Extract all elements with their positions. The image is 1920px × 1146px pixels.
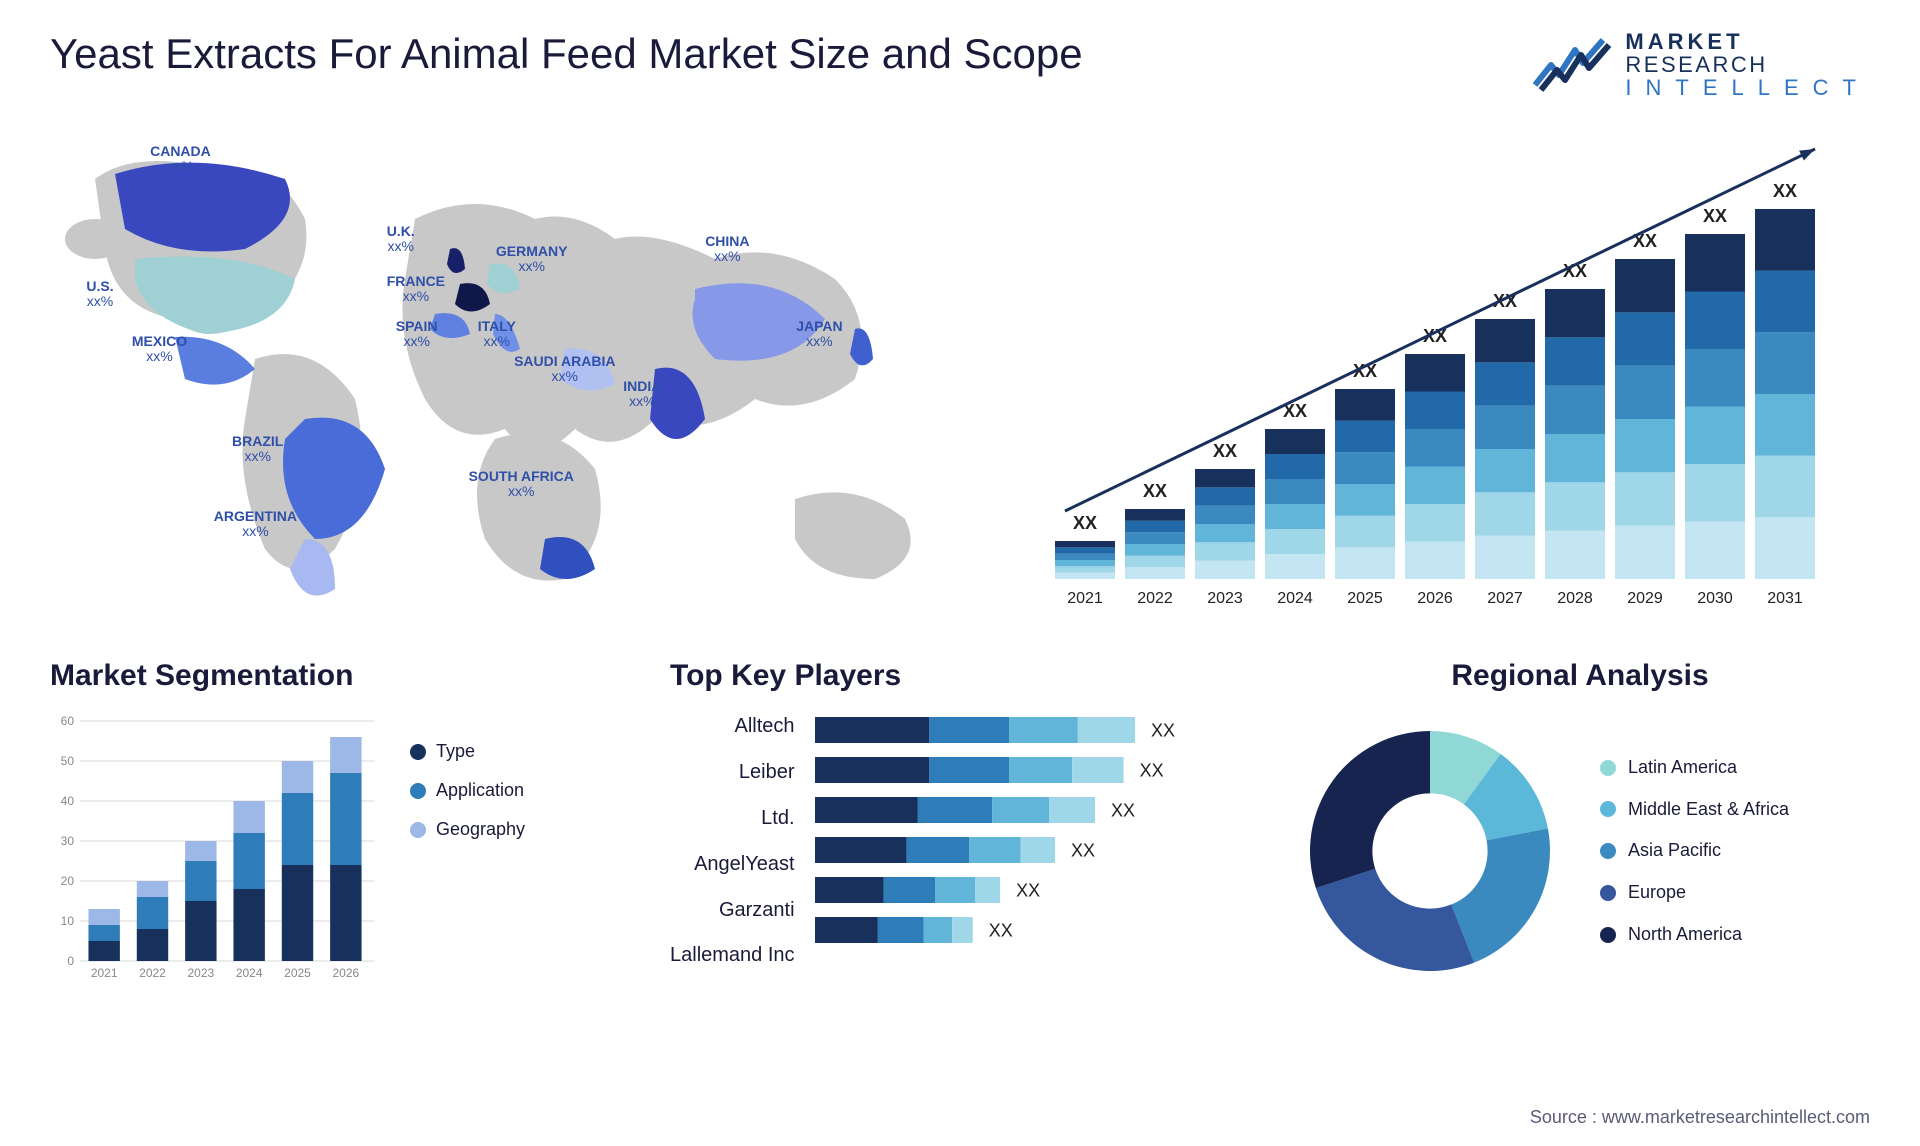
map-label-saudiarabia: SAUDI ARABIAxx%: [514, 354, 615, 383]
svg-text:2027: 2027: [1487, 590, 1523, 607]
segmentation-section: Market Segmentation 0 10 20 30 40 50 60 2021 202…: [50, 659, 630, 991]
svg-text:XX: XX: [1071, 841, 1095, 861]
svg-text:20: 20: [61, 874, 75, 888]
logo-mark-icon: [1533, 35, 1613, 95]
player-name: AngelYeast: [670, 853, 795, 876]
map-label-argentina: ARGENTINAxx%: [214, 509, 297, 538]
svg-text:XX: XX: [1151, 721, 1175, 741]
world-map-panel: CANADAxx% U.S.xx% MEXICOxx% BRAZILxx% ARGENT…: [50, 119, 960, 619]
segmentation-heading: Market Segmentation: [50, 659, 630, 693]
logo-text-1: MARKET: [1625, 30, 1870, 53]
map-label-southafrica: SOUTH AFRICAxx%: [469, 469, 574, 498]
svg-text:2025: 2025: [1347, 590, 1383, 607]
seg-legend-item: Geography: [410, 819, 525, 840]
svg-text:2022: 2022: [1137, 590, 1173, 607]
segmentation-chart: 0 10 20 30 40 50 60 2021 2022 2023 2024 2025 2026: [50, 711, 380, 981]
svg-text:XX: XX: [1073, 513, 1097, 533]
svg-text:XX: XX: [1139, 761, 1163, 781]
map-label-uk: U.K.xx%: [387, 224, 415, 253]
map-label-china: CHINAxx%: [705, 234, 749, 263]
svg-text:10: 10: [61, 914, 75, 928]
regional-legend-item: Latin America: [1600, 758, 1789, 778]
regional-legend-item: Europe: [1600, 883, 1789, 903]
regional-section: Regional Analysis Latin America Middle Ea…: [1290, 659, 1870, 991]
source-attribution: Source : www.marketresearchintellect.com: [1530, 1107, 1870, 1128]
svg-text:2026: 2026: [1417, 590, 1453, 607]
svg-text:XX: XX: [988, 921, 1012, 941]
svg-text:XX: XX: [1703, 206, 1727, 226]
logo-text-3: INTELLECT: [1625, 76, 1870, 99]
svg-text:2030: 2030: [1697, 590, 1733, 607]
svg-text:0: 0: [67, 954, 74, 968]
svg-text:2026: 2026: [332, 966, 359, 980]
svg-text:2024: 2024: [1277, 590, 1313, 607]
map-label-germany: GERMANYxx%: [496, 244, 568, 273]
logo-text-2: RESEARCH: [1625, 53, 1870, 76]
map-label-japan: JAPANxx%: [796, 319, 842, 348]
map-label-spain: SPAINxx%: [396, 319, 438, 348]
player-name: Ltd.: [670, 807, 795, 830]
regional-legend-item: Middle East & Africa: [1600, 800, 1789, 820]
seg-legend-item: Type: [410, 741, 525, 762]
svg-text:2031: 2031: [1767, 590, 1803, 607]
players-names: Alltech Leiber Ltd. AngelYeast Garzanti Lalle…: [670, 711, 795, 971]
svg-text:30: 30: [61, 834, 75, 848]
svg-text:XX: XX: [1111, 801, 1135, 821]
map-label-mexico: MEXICOxx%: [132, 334, 187, 363]
player-name: Lallemand Inc: [670, 944, 795, 967]
map-label-us: U.S.xx%: [86, 279, 113, 308]
svg-text:2029: 2029: [1627, 590, 1663, 607]
svg-text:60: 60: [61, 714, 75, 728]
regional-legend-item: North America: [1600, 925, 1789, 945]
svg-text:2021: 2021: [91, 966, 118, 980]
svg-text:50: 50: [61, 754, 75, 768]
map-label-italy: ITALYxx%: [478, 319, 516, 348]
players-chart: XXXXXXXXXXXX: [815, 711, 1215, 971]
svg-text:2023: 2023: [187, 966, 214, 980]
svg-text:2023: 2023: [1207, 590, 1243, 607]
svg-text:XX: XX: [1213, 441, 1237, 461]
svg-text:2024: 2024: [236, 966, 263, 980]
page-title: Yeast Extracts For Animal Feed Market Si…: [50, 30, 1083, 78]
brand-logo: MARKET RESEARCH INTELLECT: [1533, 30, 1870, 99]
forecast-chart: XX2021XX2022XX2023XX2024XX2025XX2026XX20…: [1000, 119, 1870, 619]
regional-donut: [1290, 711, 1570, 991]
regional-legend-item: Asia Pacific: [1600, 841, 1789, 861]
map-label-canada: CANADAxx%: [150, 144, 211, 173]
seg-legend-item: Application: [410, 780, 525, 801]
player-name: Alltech: [670, 715, 795, 738]
svg-text:40: 40: [61, 794, 75, 808]
svg-text:2028: 2028: [1557, 590, 1593, 607]
world-map-icon: [50, 119, 960, 619]
players-section: Top Key Players Alltech Leiber Ltd. AngelYe…: [670, 659, 1250, 991]
map-label-india: INDIAxx%: [623, 379, 661, 408]
svg-text:2025: 2025: [284, 966, 311, 980]
map-label-france: FRANCExx%: [387, 274, 445, 303]
segmentation-legend: Type Application Geography: [410, 741, 525, 840]
svg-text:2021: 2021: [1067, 590, 1103, 607]
regional-legend: Latin America Middle East & Africa Asia Pa…: [1600, 758, 1789, 945]
svg-text:XX: XX: [1773, 181, 1797, 201]
svg-text:XX: XX: [1143, 481, 1167, 501]
svg-text:2022: 2022: [139, 966, 166, 980]
players-heading: Top Key Players: [670, 659, 1250, 693]
player-name: Garzanti: [670, 899, 795, 922]
player-name: Leiber: [670, 761, 795, 784]
map-label-brazil: BRAZILxx%: [232, 434, 283, 463]
regional-heading: Regional Analysis: [1290, 659, 1870, 693]
svg-text:XX: XX: [1016, 881, 1040, 901]
